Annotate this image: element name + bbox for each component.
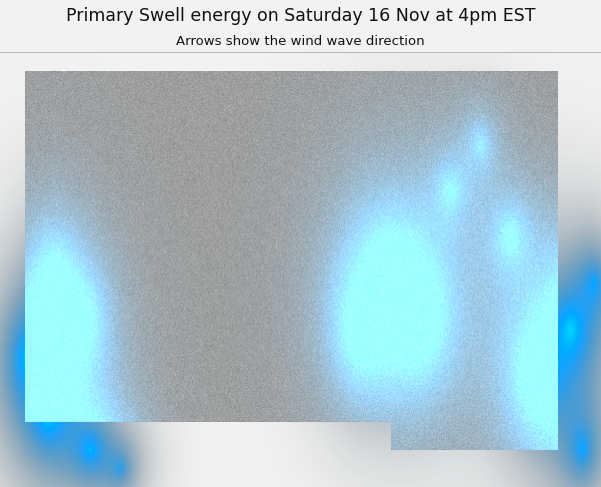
Text: Primary Swell energy on Saturday 16 Nov at 4pm EST: Primary Swell energy on Saturday 16 Nov … <box>66 7 535 25</box>
Text: Arrows show the wind wave direction: Arrows show the wind wave direction <box>176 35 425 48</box>
